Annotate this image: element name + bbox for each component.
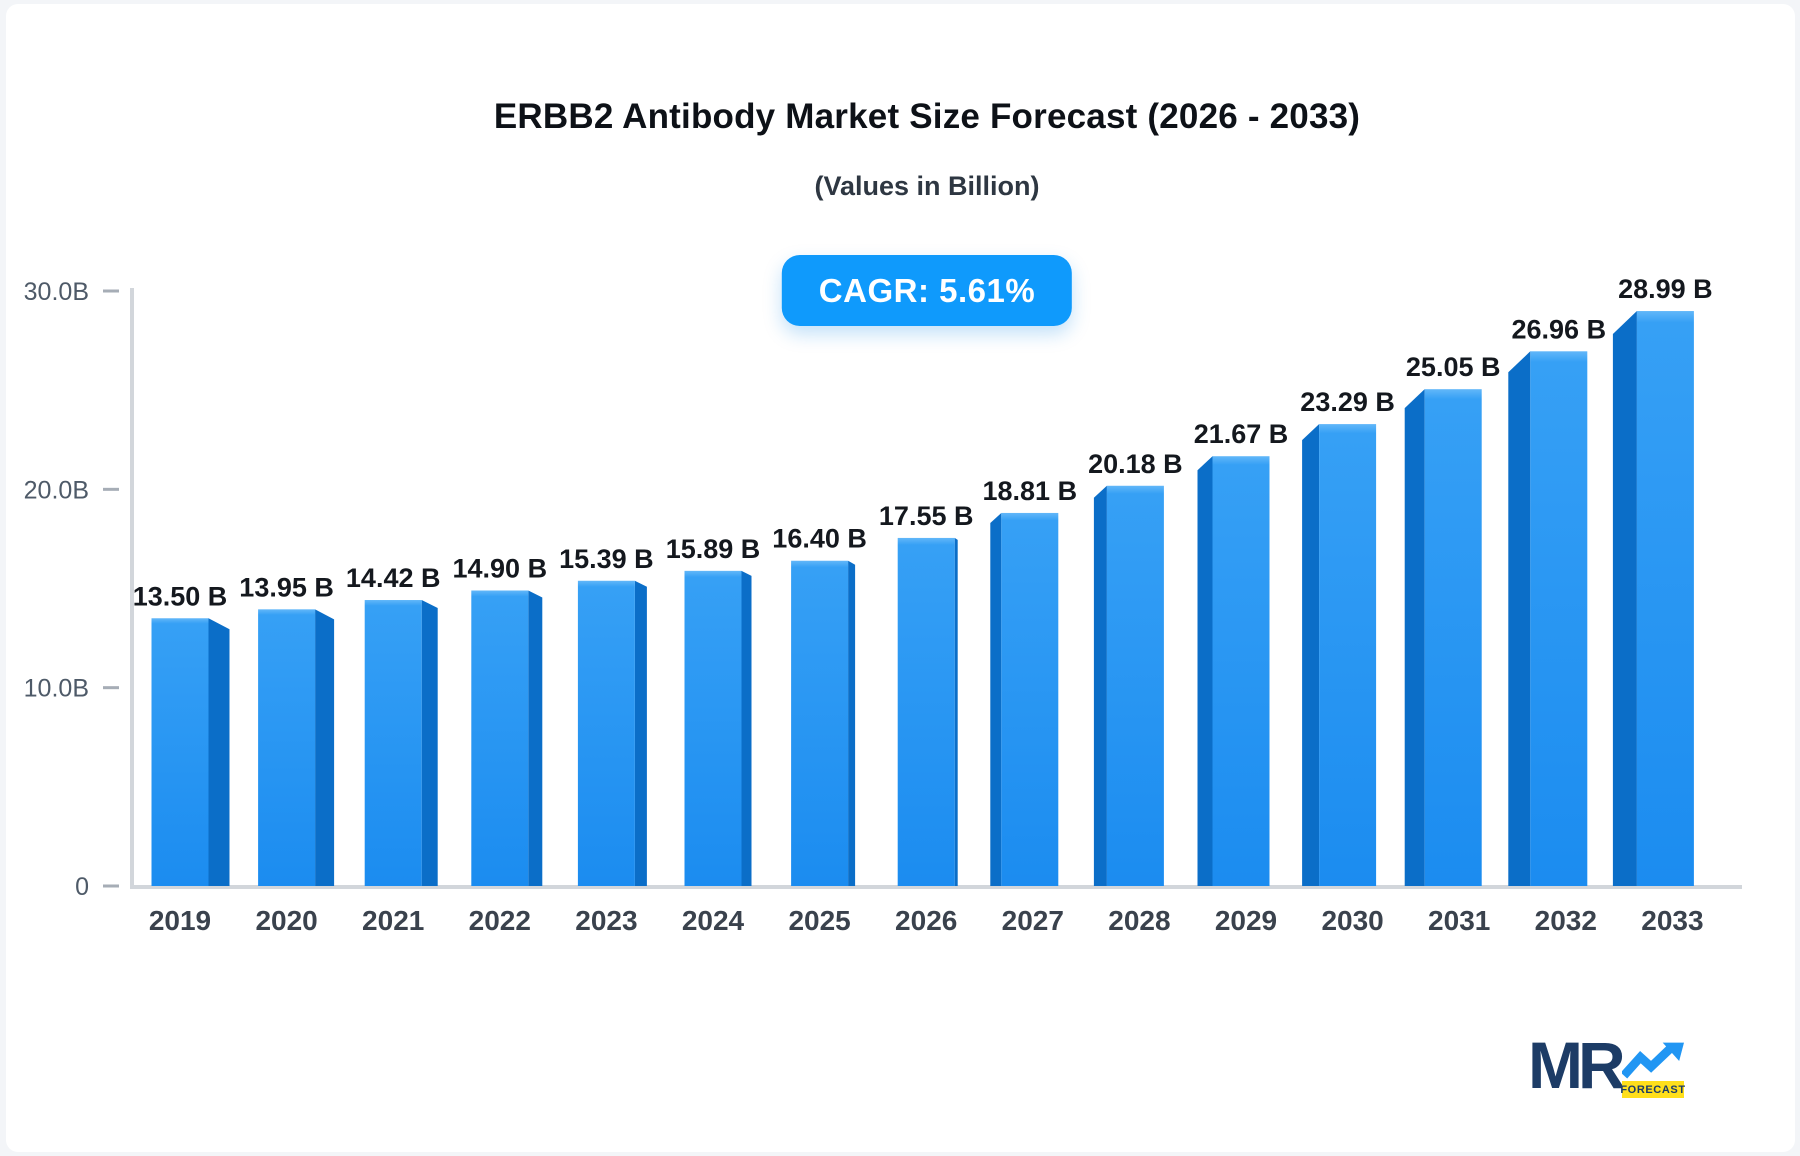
value-label-2033: 28.99 B — [1618, 274, 1713, 304]
bar-2019 — [151, 618, 209, 886]
bar-2027 — [1001, 512, 1059, 886]
value-label-2028: 20.18 B — [1088, 449, 1183, 479]
value-label-2030: 23.29 B — [1300, 387, 1395, 417]
value-label-2026: 17.55 B — [879, 501, 974, 531]
bar-side-2032 — [1508, 351, 1531, 886]
bar-2025 — [791, 560, 849, 886]
y-tick-label-0: 0 — [75, 873, 89, 901]
bar-side-2023 — [634, 580, 647, 886]
value-label-2019: 13.50 B — [133, 581, 228, 611]
x-tick-label-2032: 2032 — [1535, 905, 1597, 936]
y-tick-mark-30 — [103, 289, 119, 293]
bar-side-2024 — [741, 570, 752, 886]
x-tick-label-2021: 2021 — [362, 905, 424, 936]
bar-2026 — [897, 537, 955, 886]
y-axis-line — [130, 288, 134, 889]
value-label-2032: 26.96 B — [1512, 314, 1607, 344]
value-label-2022: 14.90 B — [453, 553, 548, 583]
bar-2024 — [684, 570, 742, 886]
x-tick-label-2019: 2019 — [149, 905, 211, 936]
y-tick-mark-10 — [103, 686, 119, 690]
x-tick-label-2029: 2029 — [1215, 905, 1277, 936]
x-tick-label-2020: 2020 — [255, 905, 317, 936]
bar-2032 — [1530, 351, 1588, 886]
x-tick-label-2027: 2027 — [1002, 905, 1064, 936]
bar-2023 — [577, 580, 635, 886]
x-tick-label-2031: 2031 — [1428, 905, 1490, 936]
value-label-2023: 15.39 B — [559, 544, 654, 574]
bar-side-2033 — [1612, 311, 1637, 886]
x-tick-label-2024: 2024 — [682, 905, 745, 936]
bar-2020 — [258, 609, 316, 886]
x-axis-line — [130, 885, 1742, 889]
bar-2022 — [471, 590, 529, 886]
value-label-2020: 13.95 B — [239, 572, 334, 602]
y-tick-mark-20 — [103, 487, 119, 491]
bar-2031 — [1424, 389, 1482, 886]
x-tick-label-2022: 2022 — [469, 905, 531, 936]
y-tick-label-30: 30.0B — [24, 278, 89, 306]
mr-forecast-logo: MR FORECAST — [1528, 1032, 1688, 1098]
value-label-2024: 15.89 B — [666, 534, 761, 564]
x-tick-label-2030: 2030 — [1321, 905, 1383, 936]
y-tick-label-20: 20.0B — [24, 476, 89, 504]
bar-2030 — [1319, 424, 1377, 886]
logo-forecast-text: FORECAST — [1620, 1081, 1685, 1098]
logo-mr-text: MR — [1528, 1028, 1626, 1102]
value-label-2021: 14.42 B — [346, 563, 441, 593]
bar-side-2021 — [421, 600, 438, 886]
bar-side-2022 — [528, 590, 543, 886]
x-tick-label-2033: 2033 — [1641, 905, 1703, 936]
bar-side-2031 — [1404, 389, 1425, 886]
bar-side-2028 — [1093, 485, 1107, 886]
x-tick-label-2025: 2025 — [788, 905, 850, 936]
y-tick-mark-0 — [103, 884, 119, 888]
value-label-2029: 21.67 B — [1194, 419, 1289, 449]
bar-side-2026 — [954, 537, 958, 886]
value-label-2025: 16.40 B — [772, 524, 867, 554]
bar-side-2020 — [315, 609, 335, 886]
y-tick-label-10: 10.0B — [24, 675, 89, 703]
bar-side-2030 — [1302, 424, 1320, 886]
x-tick-label-2026: 2026 — [895, 905, 957, 936]
bar-2033 — [1636, 311, 1694, 886]
x-tick-label-2028: 2028 — [1108, 905, 1170, 936]
value-label-2031: 25.05 B — [1406, 352, 1501, 382]
bar-side-2027 — [990, 512, 1002, 886]
bar-2028 — [1106, 485, 1164, 886]
bar-side-2025 — [848, 560, 856, 886]
x-tick-label-2023: 2023 — [575, 905, 637, 936]
value-label-2027: 18.81 B — [983, 476, 1078, 506]
bar-2029 — [1212, 456, 1270, 886]
bar-side-2019 — [208, 618, 230, 886]
bar-2021 — [364, 600, 422, 886]
trend-arrow-icon — [1622, 1042, 1684, 1079]
bar-side-2029 — [1197, 456, 1213, 886]
